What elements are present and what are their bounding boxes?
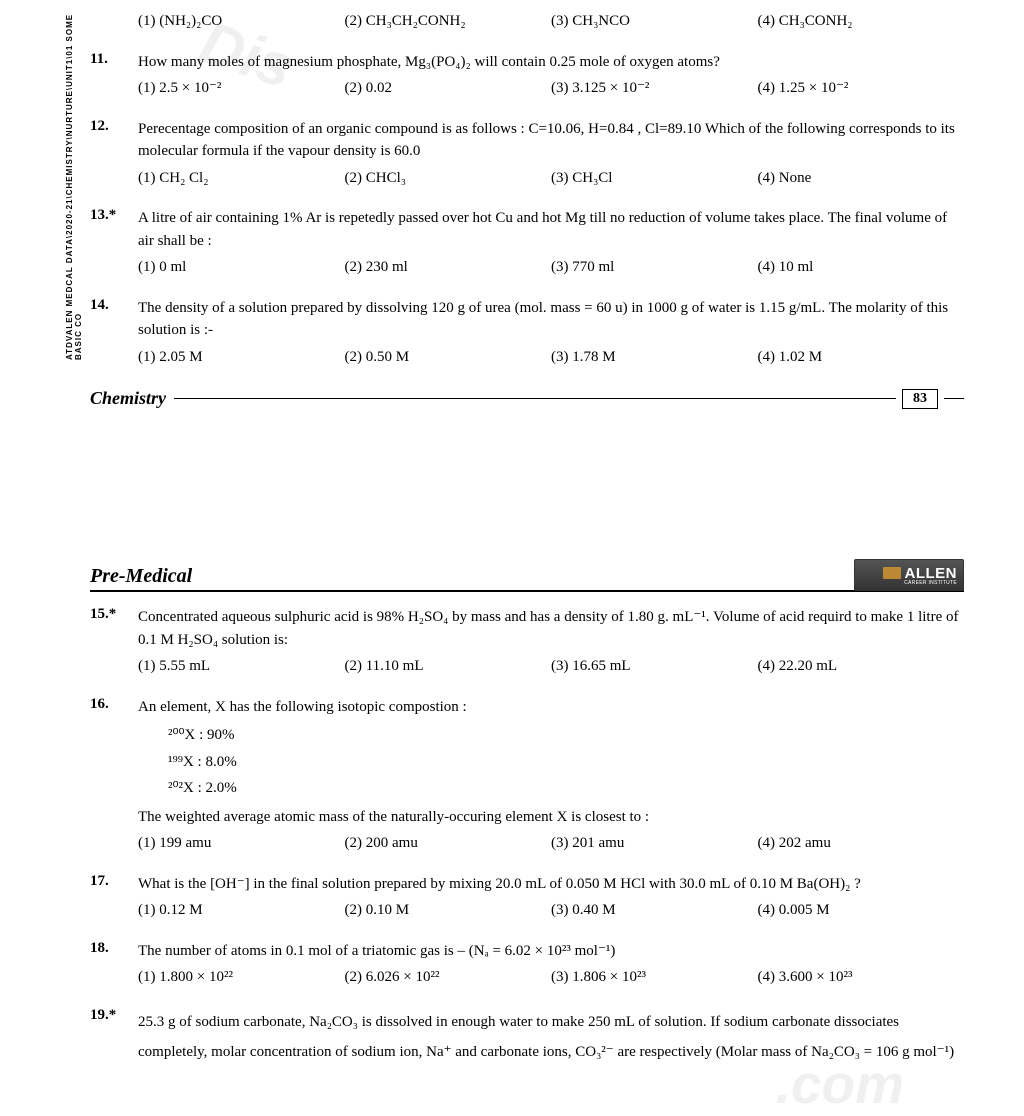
question-number: 12.: [90, 118, 138, 135]
option: (4) 3.600 × 10²³: [758, 966, 965, 989]
question-number: 13.*: [90, 207, 138, 224]
options-row: (1) 0 ml (2) 230 ml (3) 770 ml (4) 10 ml: [138, 256, 964, 279]
question-row: 14. The density of a solution prepared b…: [90, 297, 964, 369]
question-text: Perecentage composition of an organic co…: [138, 118, 964, 163]
question-text: Concentrated aqueous sulphuric acid is 9…: [138, 606, 964, 651]
subject-label: Chemistry: [90, 388, 174, 409]
options-row: (1) 1.800 × 10²² (2) 6.026 × 10²² (3) 1.…: [138, 966, 964, 989]
option: (1) 0.12 M: [138, 899, 345, 922]
option: (1) 2.05 M: [138, 346, 345, 369]
option: (1) 5.55 mL: [138, 655, 345, 678]
question-row: 15.* Concentrated aqueous sulphuric acid…: [90, 606, 964, 678]
option: (4) 202 amu: [758, 832, 965, 855]
options-row: (1) CH₂ Cl₂ (2) CHCl₃ (3) CH₃Cl (4) None: [138, 167, 964, 190]
option: (3) 201 amu: [551, 832, 758, 855]
question-row: (1) (NH₂)₂CO (2) CH₃CH₂CONH₂ (3) CH₃NCO …: [90, 10, 964, 33]
option: (3) 770 ml: [551, 256, 758, 279]
options-row: (1) 199 amu (2) 200 amu (3) 201 amu (4) …: [138, 832, 964, 855]
option: (4) 1.25 × 10⁻²: [758, 77, 965, 100]
option: (3) 0.40 M: [551, 899, 758, 922]
question-number: 11.: [90, 51, 138, 68]
page-number-badge: 83: [902, 389, 938, 409]
option: (2) 200 amu: [345, 832, 552, 855]
options-row: (1) 2.05 M (2) 0.50 M (3) 1.78 M (4) 1.0…: [138, 346, 964, 369]
option: (1) CH₂ Cl₂: [138, 167, 345, 190]
question-text: The density of a solution prepared by di…: [138, 297, 964, 342]
options-row: (1) (NH₂)₂CO (2) CH₃CH₂CONH₂ (3) CH₃NCO …: [138, 10, 964, 33]
question-row: 11. How many moles of magnesium phosphat…: [90, 51, 964, 100]
question-number: 18.: [90, 940, 138, 957]
isotope-item: ¹⁹⁹X : 8.0%: [168, 751, 964, 774]
question-text: A litre of air containing 1% Ar is repet…: [138, 207, 964, 252]
question-text: 25.3 g of sodium carbonate, Na₂CO₃ is di…: [138, 1007, 964, 1067]
options-row: (1) 2.5 × 10⁻² (2) 0.02 (3) 3.125 × 10⁻²…: [138, 77, 964, 100]
option: (1) (NH₂)₂CO: [138, 10, 345, 33]
isotope-item: ²⁰⁰X : 90%: [168, 724, 964, 747]
section-header: Pre-Medical ALLEN CAREER INSTITUTE: [90, 559, 964, 592]
question-number: 17.: [90, 873, 138, 890]
option: (1) 0 ml: [138, 256, 345, 279]
question-text: An element, X has the following isotopic…: [138, 696, 964, 719]
allen-subtitle: CAREER INSTITUTE: [904, 580, 957, 586]
option: (4) CH₃CONH₂: [758, 10, 965, 33]
option: (2) CH₃CH₂CONH₂: [345, 10, 552, 33]
option: (2) 230 ml: [345, 256, 552, 279]
footer-rule-short: [944, 398, 964, 399]
option: (3) CH₃Cl: [551, 167, 758, 190]
sidebar-source-text: ATDVALEN MEDCAL DATA\2020-21\CHEMISTRY\N…: [65, 10, 83, 360]
question-row: 17. What is the [OH⁻] in the final solut…: [90, 873, 964, 922]
question-number: 19.*: [90, 1007, 138, 1024]
question-text-continued: The weighted average atomic mass of the …: [138, 806, 964, 829]
isotope-list: ²⁰⁰X : 90% ¹⁹⁹X : 8.0% ²⁰²X : 2.0%: [168, 724, 964, 800]
option: (4) 10 ml: [758, 256, 965, 279]
allen-icon: [883, 567, 901, 579]
option: (3) 1.806 × 10²³: [551, 966, 758, 989]
options-row: (1) 5.55 mL (2) 11.10 mL (3) 16.65 mL (4…: [138, 655, 964, 678]
option: (2) 11.10 mL: [345, 655, 552, 678]
option: (2) CHCl₃: [345, 167, 552, 190]
option: (1) 1.800 × 10²²: [138, 966, 345, 989]
option: (4) None: [758, 167, 965, 190]
pre-medical-label: Pre-Medical: [90, 565, 854, 590]
isotope-item: ²⁰²X : 2.0%: [168, 777, 964, 800]
option: (3) 16.65 mL: [551, 655, 758, 678]
question-text: What is the [OH⁻] in the final solution …: [138, 873, 964, 896]
question-row: 16. An element, X has the following isot…: [90, 696, 964, 855]
option: (2) 0.50 M: [345, 346, 552, 369]
question-number: 16.: [90, 696, 138, 713]
question-text: How many moles of magnesium phosphate, M…: [138, 51, 964, 74]
option: (2) 0.02: [345, 77, 552, 100]
option: (2) 6.026 × 10²²: [345, 966, 552, 989]
allen-logo: ALLEN CAREER INSTITUTE: [854, 559, 964, 591]
option: (2) 0.10 M: [345, 899, 552, 922]
option: (3) 3.125 × 10⁻²: [551, 77, 758, 100]
question-row: 18. The number of atoms in 0.1 mol of a …: [90, 940, 964, 989]
question-number: 15.*: [90, 606, 138, 623]
option: (4) 22.20 mL: [758, 655, 965, 678]
question-number: 14.: [90, 297, 138, 314]
options-row: (1) 0.12 M (2) 0.10 M (3) 0.40 M (4) 0.0…: [138, 899, 964, 922]
option: (3) CH₃NCO: [551, 10, 758, 33]
question-row: 19.* 25.3 g of sodium carbonate, Na₂CO₃ …: [90, 1007, 964, 1071]
option: (1) 2.5 × 10⁻²: [138, 77, 345, 100]
option: (4) 0.005 M: [758, 899, 965, 922]
option: (4) 1.02 M: [758, 346, 965, 369]
footer-rule: [174, 398, 896, 399]
page-footer-top: Chemistry 83: [90, 388, 964, 409]
option: (1) 199 amu: [138, 832, 345, 855]
question-row: 12. Perecentage composition of an organi…: [90, 118, 964, 190]
option: (3) 1.78 M: [551, 346, 758, 369]
question-row: 13.* A litre of air containing 1% Ar is …: [90, 207, 964, 279]
question-text: The number of atoms in 0.1 mol of a tria…: [138, 940, 964, 963]
